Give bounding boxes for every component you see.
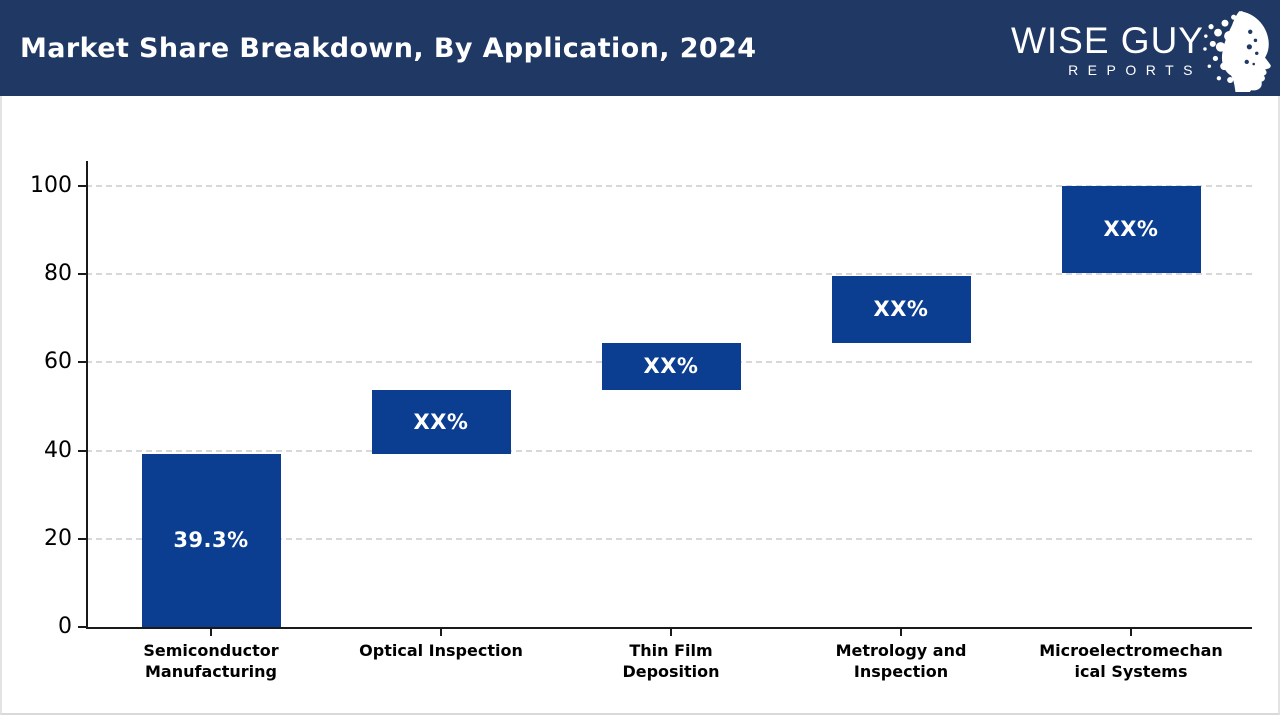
- header-bar: Market Share Breakdown, By Application, …: [0, 0, 1280, 96]
- brand-logo: WISE GUY REPORTS: [1002, 0, 1272, 96]
- y-axis-tick-label: 60: [44, 349, 72, 375]
- x-axis-tick: [670, 629, 672, 636]
- y-axis-tick: [78, 537, 86, 540]
- gridline-40: [86, 449, 1252, 452]
- logo-wordmark: WISE GUY: [1010, 20, 1204, 61]
- bar-value-label: XX%: [413, 409, 469, 434]
- x-axis-tick: [440, 629, 442, 636]
- y-axis-tick: [78, 626, 86, 628]
- y-axis-tick: [78, 449, 86, 452]
- page-title: Market Share Breakdown, By Application, …: [20, 32, 757, 64]
- y-axis-line: [86, 161, 88, 629]
- x-axis-line: [86, 627, 1252, 629]
- bar-2: XX%: [371, 389, 511, 454]
- category-label: Metrology and Inspection: [835, 641, 967, 681]
- logo-subtitle: REPORTS: [1068, 62, 1202, 78]
- bar-4: XX%: [831, 275, 971, 343]
- gridline-20: [86, 537, 1252, 540]
- x-axis-tick: [210, 629, 212, 636]
- y-axis-tick: [78, 361, 86, 364]
- logo-head-icon: [1203, 11, 1271, 92]
- y-axis-tick-label: 20: [44, 525, 72, 551]
- y-axis-tick-label: 40: [44, 437, 72, 463]
- y-axis-tick-label: 0: [58, 614, 72, 639]
- bar-1: 39.3%: [141, 453, 281, 627]
- y-axis-tick-label: 100: [30, 173, 72, 198]
- category-label: Semiconductor Manufacturing: [143, 641, 279, 681]
- y-axis-tick: [78, 273, 86, 276]
- bar-5: XX%: [1061, 186, 1201, 273]
- bar-3: XX%: [601, 342, 741, 390]
- bar-value-label: XX%: [1103, 217, 1159, 242]
- x-axis-tick: [900, 629, 902, 636]
- gridline-100: [86, 185, 1252, 187]
- category-label: Microelectromechan ical Systems: [1039, 641, 1223, 681]
- y-axis-tick: [78, 185, 86, 187]
- x-axis-tick: [1130, 629, 1132, 636]
- gridline-80: [86, 273, 1252, 276]
- y-axis-tick-label: 80: [44, 261, 72, 287]
- bar-value-label: XX%: [873, 297, 929, 322]
- bar-value-label: 39.3%: [173, 528, 249, 553]
- category-label: Optical Inspection: [359, 641, 523, 660]
- category-label: Thin Film Deposition: [622, 641, 720, 681]
- bar-value-label: XX%: [643, 354, 699, 379]
